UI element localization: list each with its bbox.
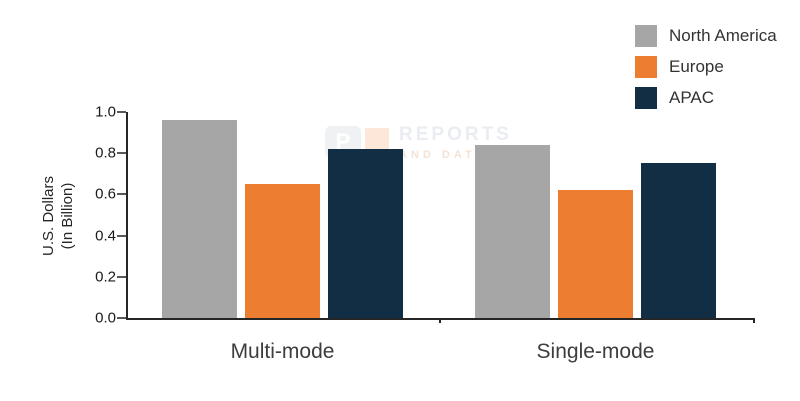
watermark-logo-letter: P — [335, 129, 351, 154]
y-axis-tick — [117, 152, 126, 155]
y-axis-tick — [117, 193, 126, 196]
y-axis-title-line1: U.S. Dollars — [40, 175, 57, 257]
plot-area: 1.0 0.8 0.6 0.4 0.2 0.0 — [95, 104, 755, 327]
watermark-text-line2: AND DATA — [399, 149, 487, 161]
y-axis-tick — [117, 317, 126, 319]
watermark-orange-square-icon — [365, 128, 389, 152]
y-axis-tick-label: 0.2 — [95, 268, 116, 286]
legend-swatch-icon — [635, 25, 657, 47]
bar-apac-multi-mode — [328, 149, 403, 318]
y-axis-tick — [117, 275, 126, 278]
bar-north-america-single-mode — [475, 145, 550, 318]
y-axis-title-line2: (In Billion) — [59, 182, 76, 250]
bar-group-single-mode — [475, 145, 716, 318]
y-axis-tick-label: 0.6 — [95, 185, 116, 203]
bar-north-america-multi-mode — [162, 120, 237, 318]
x-category-label: Multi-mode — [230, 340, 335, 363]
y-axis-tick-label: 0.8 — [95, 144, 116, 162]
y-axis-tick — [117, 234, 126, 237]
x-category-label: Single-mode — [536, 340, 655, 363]
y-axis-tick-label: 0.4 — [95, 227, 116, 245]
y-axis-tick-label: 1.0 — [95, 103, 116, 121]
legend-swatch-icon — [635, 56, 657, 78]
y-axis-tick — [117, 111, 126, 113]
y-axis-tick-label: 0.0 — [95, 309, 116, 327]
legend-label: Europe — [669, 57, 724, 76]
x-axis-tick — [439, 318, 441, 323]
legend: North America Europe APAC — [635, 25, 777, 118]
legend-item: North America — [635, 25, 777, 47]
legend-label: APAC — [669, 88, 715, 107]
bar-europe-single-mode — [558, 190, 633, 318]
watermark: P REPORTS AND DATA — [325, 118, 512, 162]
legend-swatch-icon — [635, 87, 657, 109]
legend-item: APAC — [635, 87, 777, 109]
bar-apac-single-mode — [641, 163, 716, 318]
legend-item: Europe — [635, 56, 777, 78]
x-axis-tick — [753, 318, 755, 323]
y-axis-title: U.S. Dollars (In Billion) — [39, 113, 79, 319]
watermark-text: REPORTS AND DATA — [399, 118, 512, 162]
bar-group-multi-mode — [162, 120, 403, 318]
watermark-text-line1: REPORTS — [399, 124, 512, 145]
legend-label: North America — [669, 26, 777, 45]
bar-europe-multi-mode — [245, 184, 320, 318]
